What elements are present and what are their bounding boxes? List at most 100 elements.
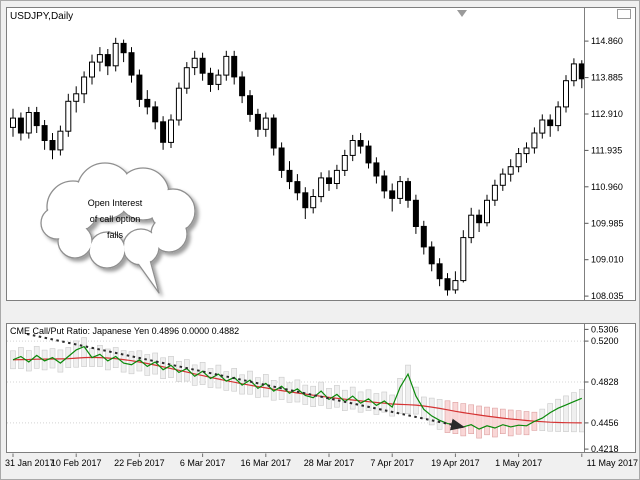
candle[interactable]	[239, 76, 246, 97]
ma-line	[12, 356, 582, 424]
candle[interactable]	[104, 54, 111, 67]
candle[interactable]	[499, 173, 506, 186]
date-label: 16 Mar 2017	[241, 458, 292, 468]
candle[interactable]	[33, 112, 40, 127]
candle[interactable]	[286, 169, 293, 183]
candle[interactable]	[515, 153, 522, 168]
candle[interactable]	[539, 119, 546, 134]
candle[interactable]	[310, 196, 317, 209]
date-label: 19 Apr 2017	[431, 458, 480, 468]
candle[interactable]	[81, 76, 88, 95]
candle[interactable]	[17, 117, 24, 134]
dip-shaded-region	[447, 409, 535, 430]
candle[interactable]	[191, 57, 198, 69]
candle[interactable]	[49, 140, 56, 151]
trend-arrow-line[interactable]	[26, 333, 465, 431]
candle[interactable]	[452, 280, 459, 291]
candle[interactable]	[373, 162, 380, 177]
candle[interactable]	[175, 87, 182, 121]
candle[interactable]	[326, 177, 332, 184]
open-interest-bar	[405, 364, 411, 415]
candle[interactable]	[278, 147, 285, 171]
candle[interactable]	[333, 169, 340, 184]
open-interest-bar	[571, 392, 577, 433]
callout-text: falls	[107, 230, 124, 240]
candle[interactable]	[555, 106, 562, 127]
candle[interactable]	[144, 98, 151, 108]
candle[interactable]	[507, 166, 514, 175]
candle[interactable]	[547, 119, 554, 127]
candle[interactable]	[436, 263, 443, 280]
candle[interactable]	[405, 181, 411, 201]
price-axis[interactable]: 114.860 113.885 112.910 111.935 110.960 109.9…	[584, 7, 631, 302]
callout-bubble[interactable]: Open Interest of call option falls	[40, 162, 196, 294]
candle[interactable]	[412, 199, 419, 228]
candle[interactable]	[215, 74, 222, 85]
bubble-shape[interactable]	[40, 162, 196, 294]
price-tick-label: 111.935	[591, 145, 622, 155]
candle[interactable]	[341, 155, 348, 171]
candle[interactable]	[381, 175, 388, 192]
candle[interactable]	[428, 246, 435, 265]
chart-corner-box[interactable]	[617, 9, 631, 19]
candle[interactable]	[397, 181, 404, 199]
trend-arrow[interactable]	[26, 333, 465, 431]
candle[interactable]	[223, 55, 230, 76]
chart-shift-marker[interactable]	[457, 10, 467, 17]
candle[interactable]	[65, 100, 72, 132]
candle[interactable]	[563, 80, 569, 108]
candle[interactable]	[10, 117, 16, 128]
candle[interactable]	[73, 93, 80, 102]
candle[interactable]	[41, 125, 48, 141]
candle[interactable]	[199, 57, 206, 74]
candle[interactable]	[57, 130, 64, 151]
candle[interactable]	[531, 132, 538, 149]
candle[interactable]	[357, 140, 364, 147]
indicator-axis[interactable]: 0.5306 0.5200 0.4828 0.4456 0.4218	[584, 323, 619, 455]
indicator-tick-label: 0.4828	[591, 377, 619, 387]
candle[interactable]	[207, 72, 214, 86]
candle[interactable]	[491, 184, 498, 201]
candle[interactable]	[444, 278, 451, 291]
candle[interactable]	[460, 237, 467, 282]
candle[interactable]	[120, 42, 127, 54]
candle[interactable]	[365, 145, 372, 164]
candle[interactable]	[262, 117, 269, 130]
candle[interactable]	[112, 42, 119, 67]
candle[interactable]	[96, 54, 103, 63]
candle[interactable]	[270, 117, 277, 149]
candle[interactable]	[25, 112, 32, 134]
candle[interactable]	[570, 63, 577, 82]
price-tick-label: 112.910	[591, 109, 623, 119]
candle[interactable]	[302, 192, 309, 209]
candle[interactable]	[578, 63, 584, 80]
candle[interactable]	[294, 181, 301, 194]
candle[interactable]	[168, 119, 174, 143]
candle[interactable]	[476, 214, 483, 224]
candle[interactable]	[128, 52, 135, 76]
candle[interactable]	[152, 106, 159, 123]
candle[interactable]	[484, 199, 490, 224]
candle[interactable]	[420, 225, 427, 248]
candle[interactable]	[389, 190, 396, 199]
price-tick-label: 114.860	[591, 36, 623, 46]
candle[interactable]	[468, 214, 475, 239]
price-tick-label: 113.885	[591, 73, 623, 83]
candle[interactable]	[231, 55, 238, 78]
candle[interactable]	[183, 67, 190, 89]
open-interest-bar	[397, 377, 403, 414]
open-interest-bar	[547, 403, 554, 432]
candle[interactable]	[523, 147, 530, 155]
candle[interactable]	[254, 113, 261, 130]
indicator-plot[interactable]	[6, 323, 636, 453]
candle[interactable]	[318, 177, 325, 198]
candle[interactable]	[89, 61, 95, 78]
candle[interactable]	[247, 95, 253, 115]
candle[interactable]	[349, 140, 356, 156]
candle[interactable]	[160, 121, 167, 143]
candle[interactable]	[136, 74, 143, 100]
candlesticks[interactable]	[10, 37, 585, 296]
